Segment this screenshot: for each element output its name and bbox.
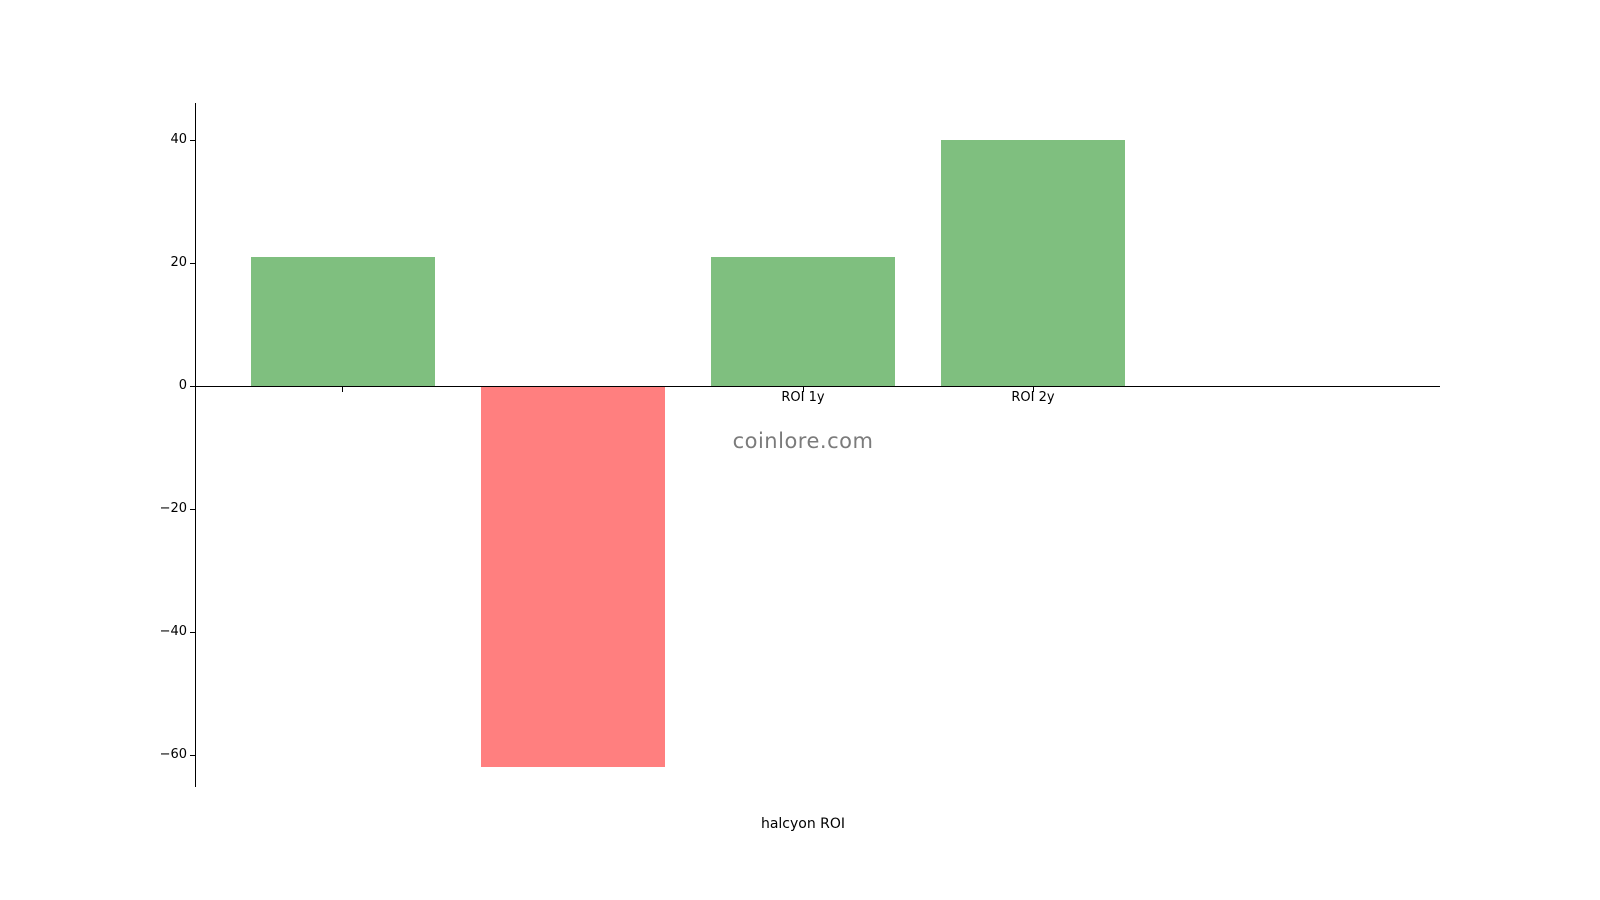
- y-tick: [190, 631, 196, 633]
- x-tick-label: ROI 1y: [781, 390, 825, 405]
- y-tick-label: −60: [159, 747, 187, 762]
- x-tick: [342, 386, 343, 392]
- y-tick-label: −20: [159, 501, 187, 516]
- x-axis-line: [195, 385, 1440, 387]
- watermark: coinlore.com: [732, 429, 874, 453]
- x-tick: [802, 386, 804, 392]
- y-tick: [190, 508, 196, 510]
- y-tick-label: −40: [159, 624, 187, 639]
- y-tick-label: 40: [170, 132, 187, 147]
- y-tick-label: 0: [178, 378, 187, 393]
- y-tick: [190, 385, 196, 387]
- bar-roi-2y: [941, 140, 1125, 386]
- y-tick: [190, 262, 196, 264]
- bar-roi-1y: [711, 256, 895, 386]
- bar-roi-0: [250, 256, 435, 386]
- y-tick-label: 20: [170, 255, 187, 270]
- y-axis-spine: [195, 103, 196, 787]
- x-axis-title: halcyon ROI: [760, 816, 846, 832]
- y-tick: [190, 139, 196, 141]
- y-tick: [190, 754, 196, 756]
- x-tick: [1032, 386, 1034, 392]
- x-tick-label: ROI 2y: [1011, 390, 1055, 405]
- bar-roi-1: [481, 386, 665, 768]
